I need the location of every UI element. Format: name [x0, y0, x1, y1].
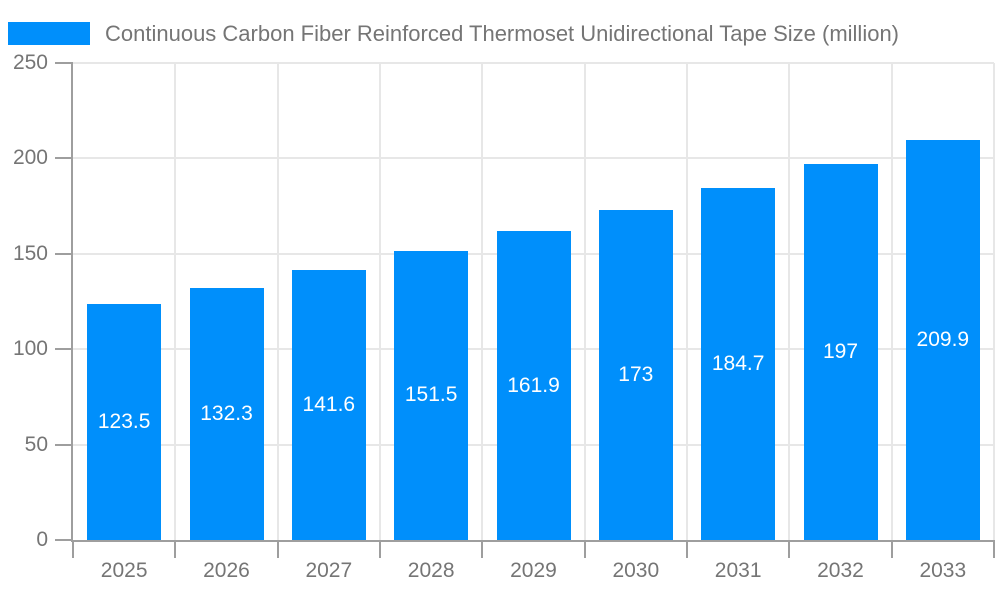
gridline-vertical: [686, 63, 688, 540]
bar-value-label: 151.5: [404, 383, 458, 407]
bar-2030[interactable]: 173: [598, 209, 673, 540]
y-tick: [55, 157, 73, 160]
y-tick: [55, 539, 73, 541]
gridline-vertical: [583, 63, 586, 540]
x-axis-label-2028: 2028: [407, 559, 455, 582]
y-axis-line: [71, 63, 73, 542]
bar-2028[interactable]: 151.5: [394, 250, 469, 540]
y-tick: [55, 443, 73, 446]
y-axis-label: 100: [12, 337, 48, 361]
x-axis-label-2033: 2033: [919, 559, 967, 582]
y-tick: [55, 348, 73, 351]
legend-item[interactable]: Continuous Carbon Fiber Reinforced Therm…: [8, 22, 899, 45]
bar-2025[interactable]: 123.5: [87, 304, 162, 540]
y-tick: [55, 62, 73, 64]
bar-value-label: 141.6: [302, 392, 356, 416]
gridline-vertical: [174, 63, 177, 540]
bar-2026[interactable]: 132.3: [189, 287, 264, 540]
x-axis-label-2025: 2025: [100, 559, 148, 582]
gridline-vertical: [276, 63, 279, 540]
x-tick: [72, 540, 74, 558]
x-tick: [174, 540, 177, 558]
x-tick: [379, 540, 381, 558]
bar-value-label: 123.5: [97, 410, 151, 434]
x-tick: [686, 540, 688, 558]
y-tick: [55, 252, 73, 255]
gridline-vertical: [788, 63, 791, 540]
x-tick: [890, 540, 893, 558]
y-axis-label: 200: [12, 146, 48, 170]
x-axis-label-2030: 2030: [612, 559, 660, 582]
x-axis-label-2032: 2032: [817, 559, 864, 582]
bar-value-label: 184.7: [711, 351, 765, 375]
gridline-horizontal: [73, 62, 994, 64]
x-tick: [993, 540, 995, 558]
y-axis-label: 50: [24, 432, 48, 456]
x-axis-label-2029: 2029: [510, 559, 557, 582]
bar-2029[interactable]: 161.9: [496, 231, 571, 540]
y-axis-label: 0: [36, 528, 48, 551]
x-tick: [583, 540, 586, 558]
bar-value-label: 197: [822, 340, 859, 364]
bar-2033[interactable]: 209.9: [905, 139, 980, 540]
x-tick: [481, 540, 484, 558]
x-axis-label-2031: 2031: [714, 559, 762, 582]
gridline-vertical: [993, 63, 995, 540]
y-axis-label: 250: [12, 51, 48, 74]
legend-swatch: [8, 22, 90, 45]
bar-value-label: 132.3: [200, 401, 253, 425]
x-axis-label-2026: 2026: [203, 559, 250, 582]
bar-2027[interactable]: 141.6: [291, 269, 366, 540]
x-axis-line: [71, 540, 994, 542]
bar-2031[interactable]: 184.7: [701, 187, 776, 540]
x-tick: [276, 540, 279, 558]
bar-2032[interactable]: 197: [803, 164, 878, 540]
bar-value-label: 161.9: [507, 373, 560, 397]
y-axis-label: 150: [12, 241, 48, 265]
gridline-vertical: [481, 63, 484, 540]
bar-value-label: 209.9: [916, 327, 970, 351]
gridline-horizontal: [73, 157, 994, 160]
bar-value-label: 173: [618, 362, 654, 386]
gridline-vertical: [890, 63, 893, 540]
legend-label: Continuous Carbon Fiber Reinforced Therm…: [105, 21, 900, 46]
x-tick: [788, 540, 791, 558]
gridline-vertical: [379, 63, 381, 540]
x-axis-label-2027: 2027: [305, 559, 353, 582]
